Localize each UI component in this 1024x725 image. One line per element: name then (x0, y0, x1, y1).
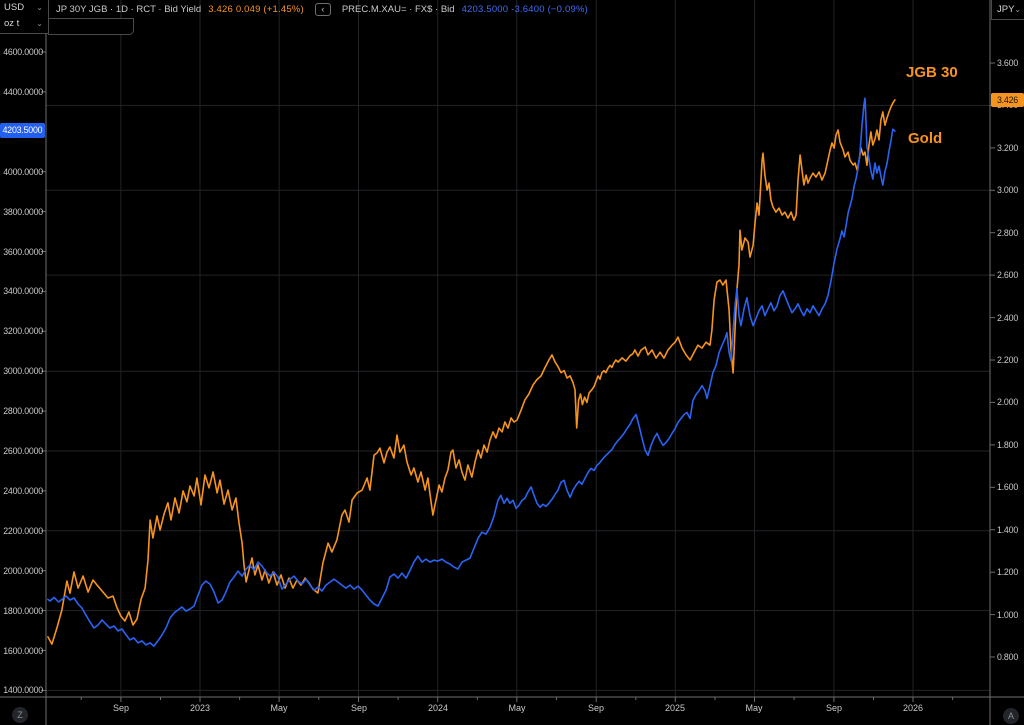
right-axis-tick-label: 2.400 (997, 313, 1019, 323)
currency-unit-dropdown[interactable]: USD ⌄ (0, 0, 48, 16)
right-axis-tick-label: 2.600 (997, 270, 1019, 280)
left-axis-tick-label: 3000.0000 (3, 366, 43, 376)
weight-unit-label: oz t (4, 18, 20, 29)
right-axis-tick-label: 2.200 (997, 355, 1019, 365)
right-axis-tick-label: 3.600 (997, 58, 1019, 68)
left-axis-tick-label: 1400.0000 (3, 685, 43, 695)
right-axis-tick-label: 0.800 (997, 652, 1019, 662)
left-axis-tick-label: 2600.0000 (3, 446, 43, 456)
right-axis-tick-label: 3.200 (997, 143, 1019, 153)
legend-collapse-button[interactable]: ‹ (314, 2, 331, 16)
time-axis-tick-label: 2024 (427, 703, 449, 713)
left-axis-tick-label: 1600.0000 (3, 646, 43, 656)
axis-unit-panel: USD ⌄ oz t ⌄ (0, 0, 49, 34)
time-axis-tick-label: Sep (112, 703, 129, 713)
left-axis-tick-label: 3600.0000 (3, 247, 43, 257)
left-axis-tick-label: 2000.0000 (3, 566, 43, 576)
jgb-last-yield-badge: 3.426 (991, 93, 1024, 107)
auto-scale-button[interactable]: A (1003, 708, 1019, 724)
right-axis-tick-label: 1.800 (997, 440, 1019, 450)
left-axis-tick-label: 4600.0000 (3, 47, 43, 57)
left-axis-tick-label: 2800.0000 (3, 406, 43, 416)
series-label-jgb-30: JGB 30 (906, 64, 958, 81)
time-axis-tick-label: Sep (825, 703, 842, 713)
left-axis-tick-label: 4000.0000 (3, 167, 43, 177)
gold-last-price-badge: 4203.5000 (0, 123, 45, 138)
right-axis-tick-label: 1.600 (997, 482, 1019, 492)
left-axis-tick-label: 3200.0000 (3, 326, 43, 336)
right-axis-tick-label: 2.000 (997, 397, 1019, 407)
gold-quote-values: 4203.5000 -3.6400 (−0.09%) (461, 3, 588, 15)
time-axis-tick-label: May (745, 703, 763, 713)
time-axis-tick-label: Sep (587, 703, 604, 713)
gold-instrument-descriptor[interactable]: PREC.M.XAU= · FX$ · Bid (341, 3, 455, 15)
right-axis-tick-label: 2.800 (997, 228, 1019, 238)
left-axis-tick-label: 2400.0000 (3, 486, 43, 496)
left-axis-tick-label: 3400.0000 (3, 286, 43, 296)
right-axis-unit-label: JPY (997, 4, 1015, 15)
zoom-button[interactable]: Z (12, 707, 28, 723)
caret-down-icon: ⌄ (36, 3, 43, 12)
caret-down-icon: ⌄ (36, 19, 43, 28)
toolbar-extension-panel (48, 18, 134, 35)
weight-unit-dropdown[interactable]: oz t ⌄ (0, 16, 48, 32)
right-axis-tick-label: 3.000 (997, 185, 1019, 195)
jgb-instrument-descriptor[interactable]: JP 30Y JGB · 1D · RCT · Bid Yield (56, 3, 202, 15)
left-axis-tick-label: 4400.0000 (3, 87, 43, 97)
currency-unit-label: USD (4, 2, 25, 13)
time-axis-tick-label: 2023 (189, 703, 211, 713)
chart-legend: JP 30Y JGB · 1D · RCT · Bid Yield 3.426 … (56, 2, 588, 16)
left-axis-tick-label: 1800.0000 (3, 606, 43, 616)
right-axis-tick-label: 1.400 (997, 525, 1019, 535)
right-axis-tick-label: 1.200 (997, 567, 1019, 577)
left-axis-tick-label: 2200.0000 (3, 526, 43, 536)
left-axis-tick-label: 3800.0000 (3, 207, 43, 217)
series-label-gold: Gold (908, 130, 943, 147)
right-axis-tick-label: 1.000 (997, 610, 1019, 620)
jgb-quote-values: 3.426 0.049 (+1.45%) (208, 3, 304, 15)
caret-down-icon: ⌄ (1014, 5, 1021, 14)
time-axis-tick-label: 2026 (902, 703, 924, 713)
time-axis-tick-label: May (508, 703, 526, 713)
time-axis-tick-label: May (270, 703, 288, 713)
time-axis-tick-label: 2025 (664, 703, 686, 713)
time-axis-tick-label: Sep (350, 703, 367, 713)
right-axis-unit-dropdown[interactable]: JPY ⌄ (991, 0, 1024, 20)
